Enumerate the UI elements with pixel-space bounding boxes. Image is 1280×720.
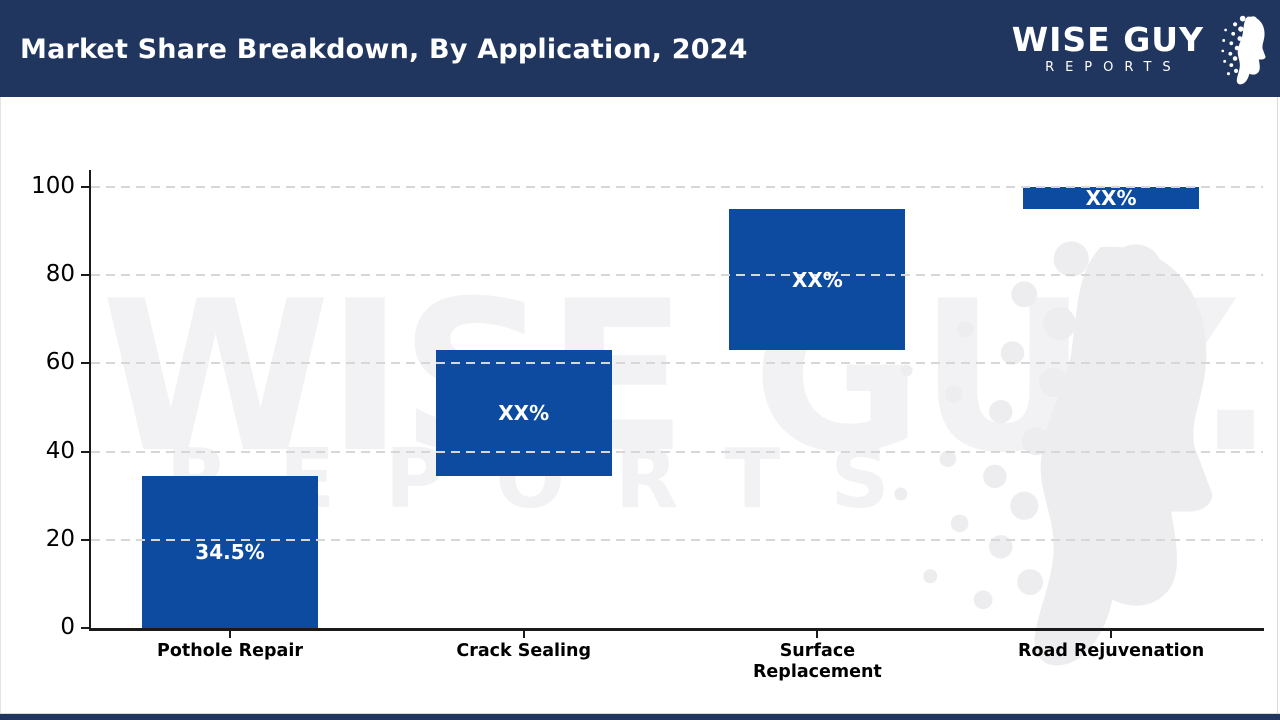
y-tick-label: 60: [45, 349, 75, 376]
wiseguy-face-icon: [1221, 15, 1266, 85]
grid-line: [91, 450, 1263, 453]
y-tick-label: 20: [45, 525, 75, 552]
y-tick-mark: [81, 450, 90, 453]
y-tick-label: 100: [31, 173, 75, 199]
x-tick-label: Road Rejuvenation: [1018, 641, 1205, 661]
header-band: Market Share Breakdown, By Application, …: [0, 0, 1280, 97]
bar-value-label: XX%: [498, 401, 550, 425]
y-tick-mark: [81, 274, 90, 277]
y-tick-label: 0: [60, 614, 75, 640]
bar: [435, 350, 612, 476]
y-tick-label: 80: [45, 261, 75, 288]
footer-divider: [0, 713, 1280, 714]
y-tick-mark: [81, 186, 90, 188]
x-tick-label: Pothole Repair: [157, 641, 303, 661]
logo-wordmark: WISE GUY: [1011, 20, 1204, 60]
page-title: Market Share Breakdown, By Application, …: [20, 34, 748, 65]
x-tick-label: Surface Replacement: [752, 641, 882, 682]
bar: [1023, 187, 1200, 210]
logo-text: WISE GUY REPORTS: [1012, 23, 1204, 75]
x-tick-mark: [229, 630, 231, 638]
x-tick-label: Crack Sealing: [456, 641, 592, 661]
y-tick-label: 40: [45, 437, 75, 464]
y-tick-mark: [81, 627, 90, 629]
bar: [729, 209, 906, 351]
grid-line: [91, 186, 1263, 188]
grid-line: [91, 362, 1263, 365]
grid-line: [91, 274, 1263, 277]
footer-band: [0, 714, 1280, 720]
bar-value-label: XX%: [791, 267, 843, 292]
y-tick-mark: [81, 538, 90, 541]
bar: [142, 475, 318, 628]
y-axis: [88, 170, 91, 630]
x-axis: [88, 628, 1264, 631]
watermark-face-icon: [894, 241, 1213, 666]
grid-line: [91, 538, 1263, 541]
bar-value-label: 34.5%: [195, 539, 265, 564]
logo-subtitle: REPORTS: [1045, 59, 1182, 75]
x-tick-mark: [522, 630, 525, 638]
bar-value-label: XX%: [1085, 186, 1137, 211]
wiseguy-logo: WISE GUY REPORTS: [1012, 6, 1266, 92]
x-tick-mark: [1110, 630, 1113, 638]
y-tick-mark: [81, 362, 90, 365]
x-tick-mark: [816, 630, 819, 638]
